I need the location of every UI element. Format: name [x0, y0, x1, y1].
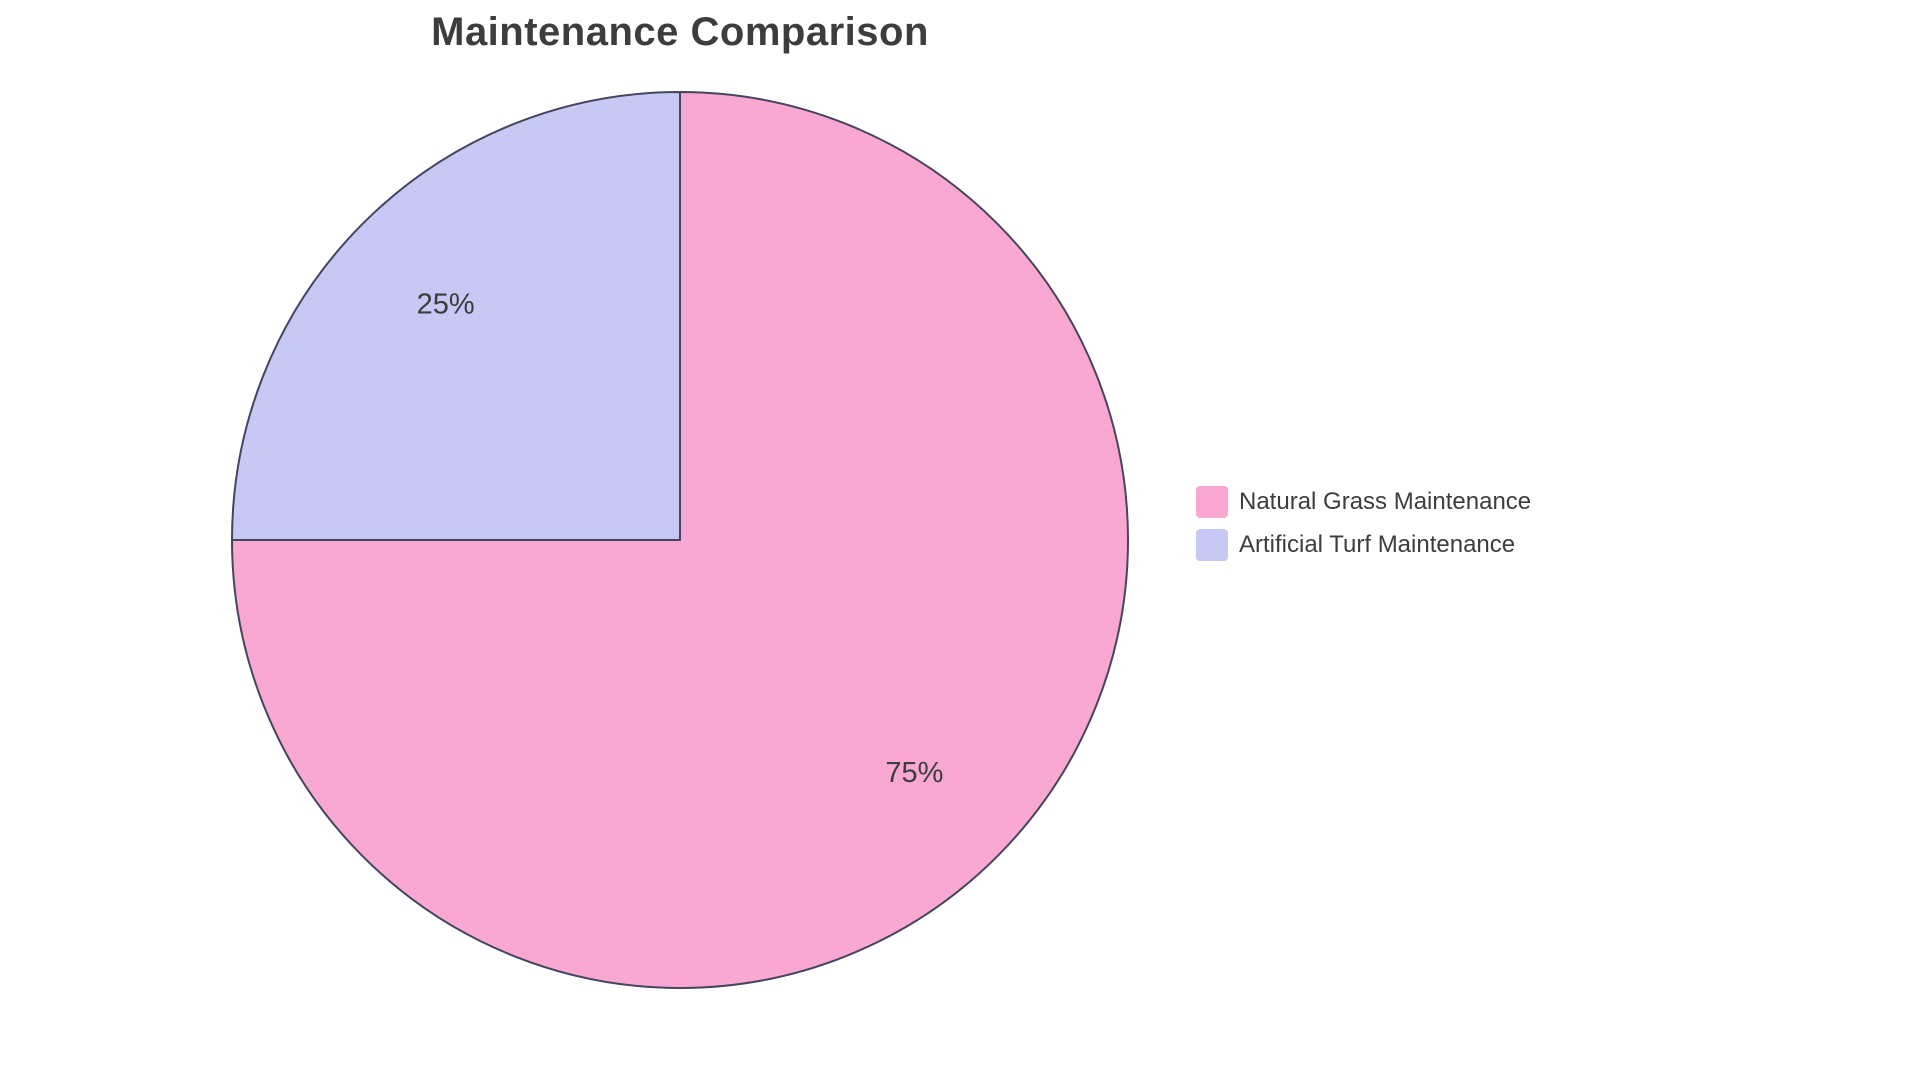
- legend-item: Natural Grass Maintenance: [1196, 486, 1531, 518]
- pie-slice-2: [231, 91, 681, 541]
- legend: Natural Grass Maintenance Artificial Turf…: [1196, 486, 1531, 561]
- legend-label: Natural Grass Maintenance: [1239, 488, 1532, 515]
- legend-label: Artificial Turf Maintenance: [1239, 531, 1516, 558]
- slice-percent-label: 25%: [417, 288, 475, 320]
- legend-swatch: [1196, 486, 1228, 518]
- slice-percent-label: 75%: [885, 757, 943, 789]
- chart-title: Maintenance Comparison: [431, 10, 929, 54]
- legend-item: Artificial Turf Maintenance: [1196, 529, 1531, 561]
- legend-swatch: [1196, 529, 1228, 561]
